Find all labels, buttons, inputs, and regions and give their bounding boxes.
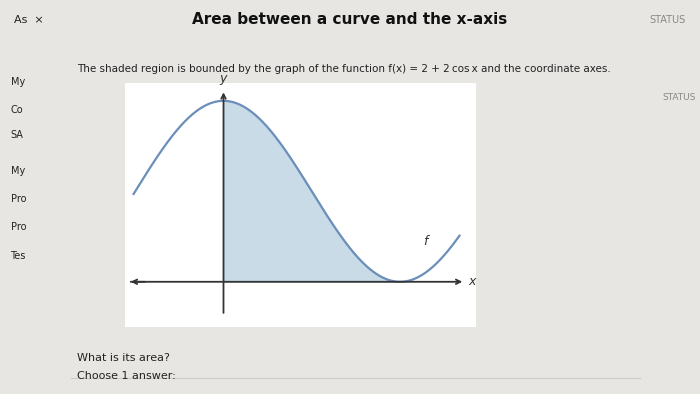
Text: Pro: Pro [10, 194, 26, 204]
Text: Area between a curve and the x-axis: Area between a curve and the x-axis [193, 12, 508, 27]
Text: My: My [10, 77, 25, 87]
Text: What is its area?: What is its area? [77, 353, 169, 363]
Text: The shaded region is bounded by the graph of the function f(x) = 2 + 2 cos x and: The shaded region is bounded by the grap… [77, 64, 610, 74]
Text: Choose 1 answer:: Choose 1 answer: [77, 371, 176, 381]
Text: Tes: Tes [10, 251, 26, 261]
Text: f: f [423, 234, 427, 247]
Text: Co: Co [10, 105, 23, 115]
Text: Pro: Pro [10, 222, 26, 232]
Text: y: y [220, 72, 228, 85]
Text: As  ×: As × [14, 15, 43, 25]
Text: STATUS: STATUS [662, 93, 696, 102]
Text: STATUS: STATUS [650, 15, 686, 25]
Text: My: My [10, 165, 25, 176]
Text: x: x [468, 275, 475, 288]
Text: SA: SA [10, 130, 23, 140]
